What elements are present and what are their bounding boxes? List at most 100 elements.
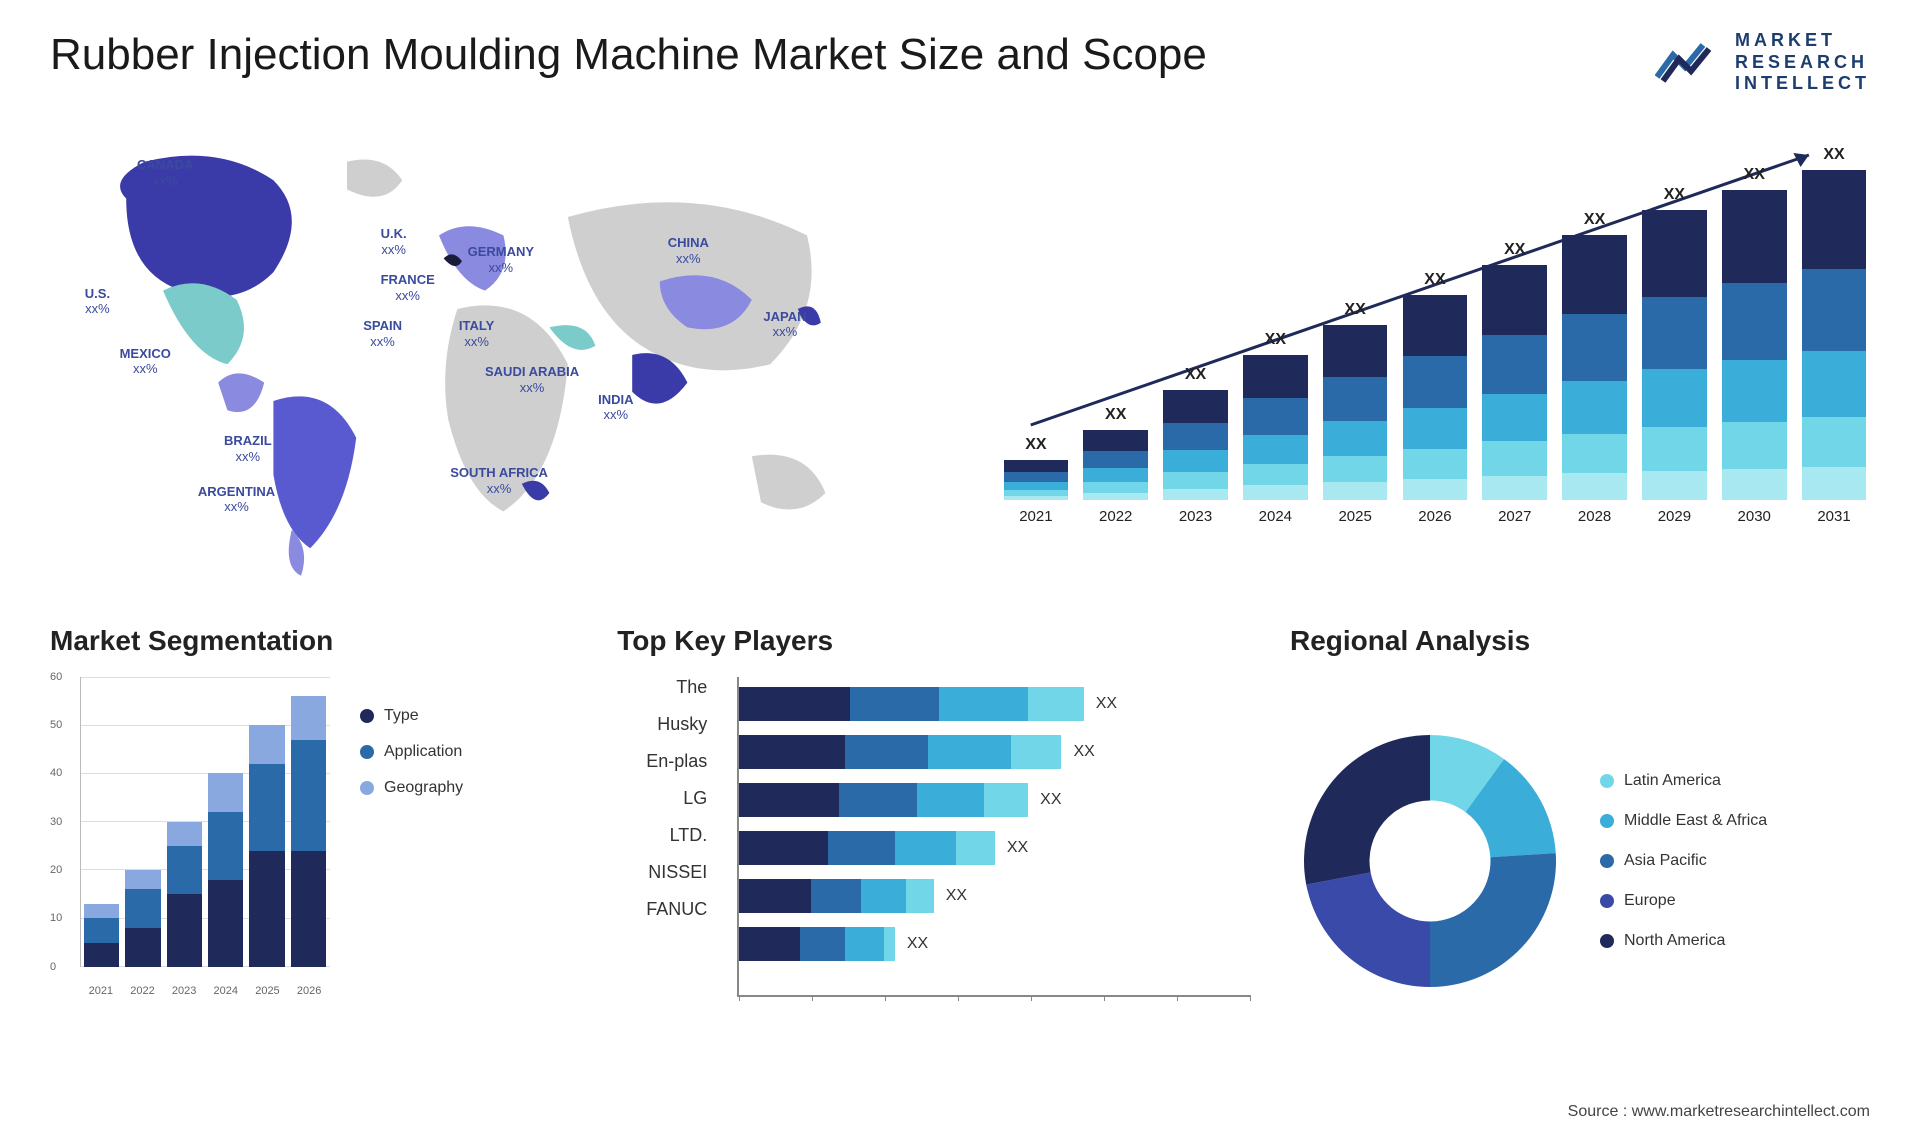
donut-slice [1304, 735, 1430, 885]
player-name: NISSEI [617, 862, 707, 883]
legend-item: Latin America [1600, 772, 1767, 790]
growth-year-label: 2031 [1817, 508, 1850, 525]
growth-year-label: 2028 [1578, 508, 1611, 525]
growth-bar: XX 2028 [1559, 211, 1631, 525]
player-bar: XX [739, 687, 1117, 721]
growth-bar: XX 2022 [1080, 406, 1152, 525]
brand-logo: MARKET RESEARCH INTELLECT [1655, 30, 1870, 95]
seg-ytick: 40 [50, 767, 62, 779]
growth-bar-label: XX [1823, 146, 1844, 164]
seg-ytick: 30 [50, 816, 62, 828]
growth-year-label: 2030 [1738, 508, 1771, 525]
growth-year-label: 2025 [1338, 508, 1371, 525]
map-label: U.S.xx% [85, 286, 110, 317]
seg-bar [208, 773, 243, 966]
map-label: GERMANYxx% [468, 244, 534, 275]
map-label: ITALYxx% [459, 318, 494, 349]
growth-bar-label: XX [1584, 211, 1605, 229]
growth-bar: XX 2024 [1239, 331, 1311, 525]
growth-bar-label: XX [1265, 331, 1286, 349]
player-value: XX [1096, 695, 1117, 713]
growth-bar-label: XX [1504, 241, 1525, 259]
legend-item: Application [360, 743, 463, 761]
map-svg [50, 125, 920, 585]
growth-bar: XX2025 [1319, 301, 1391, 525]
legend-item: North America [1600, 932, 1767, 950]
legend-item: Middle East & Africa [1600, 812, 1767, 830]
regional-title: Regional Analysis [1290, 625, 1870, 657]
logo-text-1: MARKET [1735, 30, 1870, 52]
seg-ytick: 50 [50, 719, 62, 731]
seg-bar [167, 822, 202, 967]
map-label: BRAZILxx% [224, 433, 272, 464]
growth-bar: XX2029 [1639, 186, 1711, 525]
growth-year-label: 2024 [1259, 508, 1292, 525]
player-bar: XX [739, 831, 1028, 865]
legend-item: Geography [360, 779, 463, 797]
seg-xtick: 2026 [297, 985, 321, 997]
player-value: XX [1007, 839, 1028, 857]
player-name: LTD. [617, 825, 707, 846]
growth-bar-label: XX [1185, 366, 1206, 384]
segmentation-legend: Type Application Geography [360, 677, 463, 1045]
donut-slice [1306, 872, 1430, 987]
seg-bar [249, 725, 284, 967]
player-name: Husky [617, 714, 707, 735]
player-value: XX [946, 887, 967, 905]
legend-item: Asia Pacific [1600, 852, 1767, 870]
players-chart: XX XX XX XX XX XX [737, 677, 1250, 997]
player-name: LG [617, 788, 707, 809]
growth-year-label: 2029 [1658, 508, 1691, 525]
growth-year-label: 2027 [1498, 508, 1531, 525]
regional-donut [1290, 721, 1570, 1001]
growth-chart: XX2021XX2022XX2023XX2024XX2025XX2026XX20… [1000, 125, 1870, 585]
map-label: ARGENTINAxx% [198, 484, 275, 515]
donut-slice [1430, 853, 1556, 987]
seg-bar [84, 904, 119, 967]
map-label: SPAINxx% [363, 318, 402, 349]
player-name: The [617, 677, 707, 698]
growth-bar-label: XX [1744, 166, 1765, 184]
seg-bar [291, 696, 326, 967]
map-label: SAUDI ARABIAxx% [485, 364, 579, 395]
map-label: MEXICOxx% [120, 346, 171, 377]
map-label: CHINAxx% [668, 235, 709, 266]
legend-item: Type [360, 707, 463, 725]
players-title: Top Key Players [617, 625, 1250, 657]
player-value: XX [1073, 743, 1094, 761]
players-names: TheHuskyEn-plasLGLTD.NISSEIFANUC [617, 677, 707, 1045]
legend-item: Europe [1600, 892, 1767, 910]
segmentation-title: Market Segmentation [50, 625, 577, 657]
growth-year-label: 2021 [1019, 508, 1052, 525]
player-bar: XX [739, 783, 1061, 817]
map-label: INDIAxx% [598, 392, 633, 423]
logo-text-3: INTELLECT [1735, 73, 1870, 95]
map-label: CANADAxx% [137, 157, 193, 188]
growth-bar: XX 2023 [1160, 366, 1232, 525]
seg-ytick: 10 [50, 912, 62, 924]
growth-bar: XX 2021 [1000, 436, 1072, 525]
seg-xtick: 2023 [172, 985, 196, 997]
map-label: FRANCExx% [381, 272, 435, 303]
logo-text-2: RESEARCH [1735, 52, 1870, 74]
player-bar: XX [739, 735, 1095, 769]
logo-icon [1655, 37, 1725, 87]
map-label: SOUTH AFRICAxx% [450, 465, 548, 496]
growth-year-label: 2023 [1179, 508, 1212, 525]
map-label: JAPANxx% [763, 309, 806, 340]
growth-bar-label: XX [1105, 406, 1126, 424]
player-bar: XX [739, 927, 928, 961]
growth-bar-label: XX [1025, 436, 1046, 454]
growth-bar: XX2026 [1399, 271, 1471, 525]
seg-ytick: 20 [50, 864, 62, 876]
growth-year-label: 2022 [1099, 508, 1132, 525]
seg-ytick: 0 [50, 961, 56, 973]
regional-legend: Latin America Middle East & Africa Asia Pa… [1600, 772, 1767, 950]
seg-xtick: 2025 [255, 985, 279, 997]
map-label: U.K.xx% [381, 226, 407, 257]
growth-year-label: 2026 [1418, 508, 1451, 525]
seg-ytick: 60 [50, 671, 62, 683]
seg-xtick: 2022 [130, 985, 154, 997]
player-name: En-plas [617, 751, 707, 772]
source-text: Source : www.marketresearchintellect.com [1568, 1103, 1870, 1121]
